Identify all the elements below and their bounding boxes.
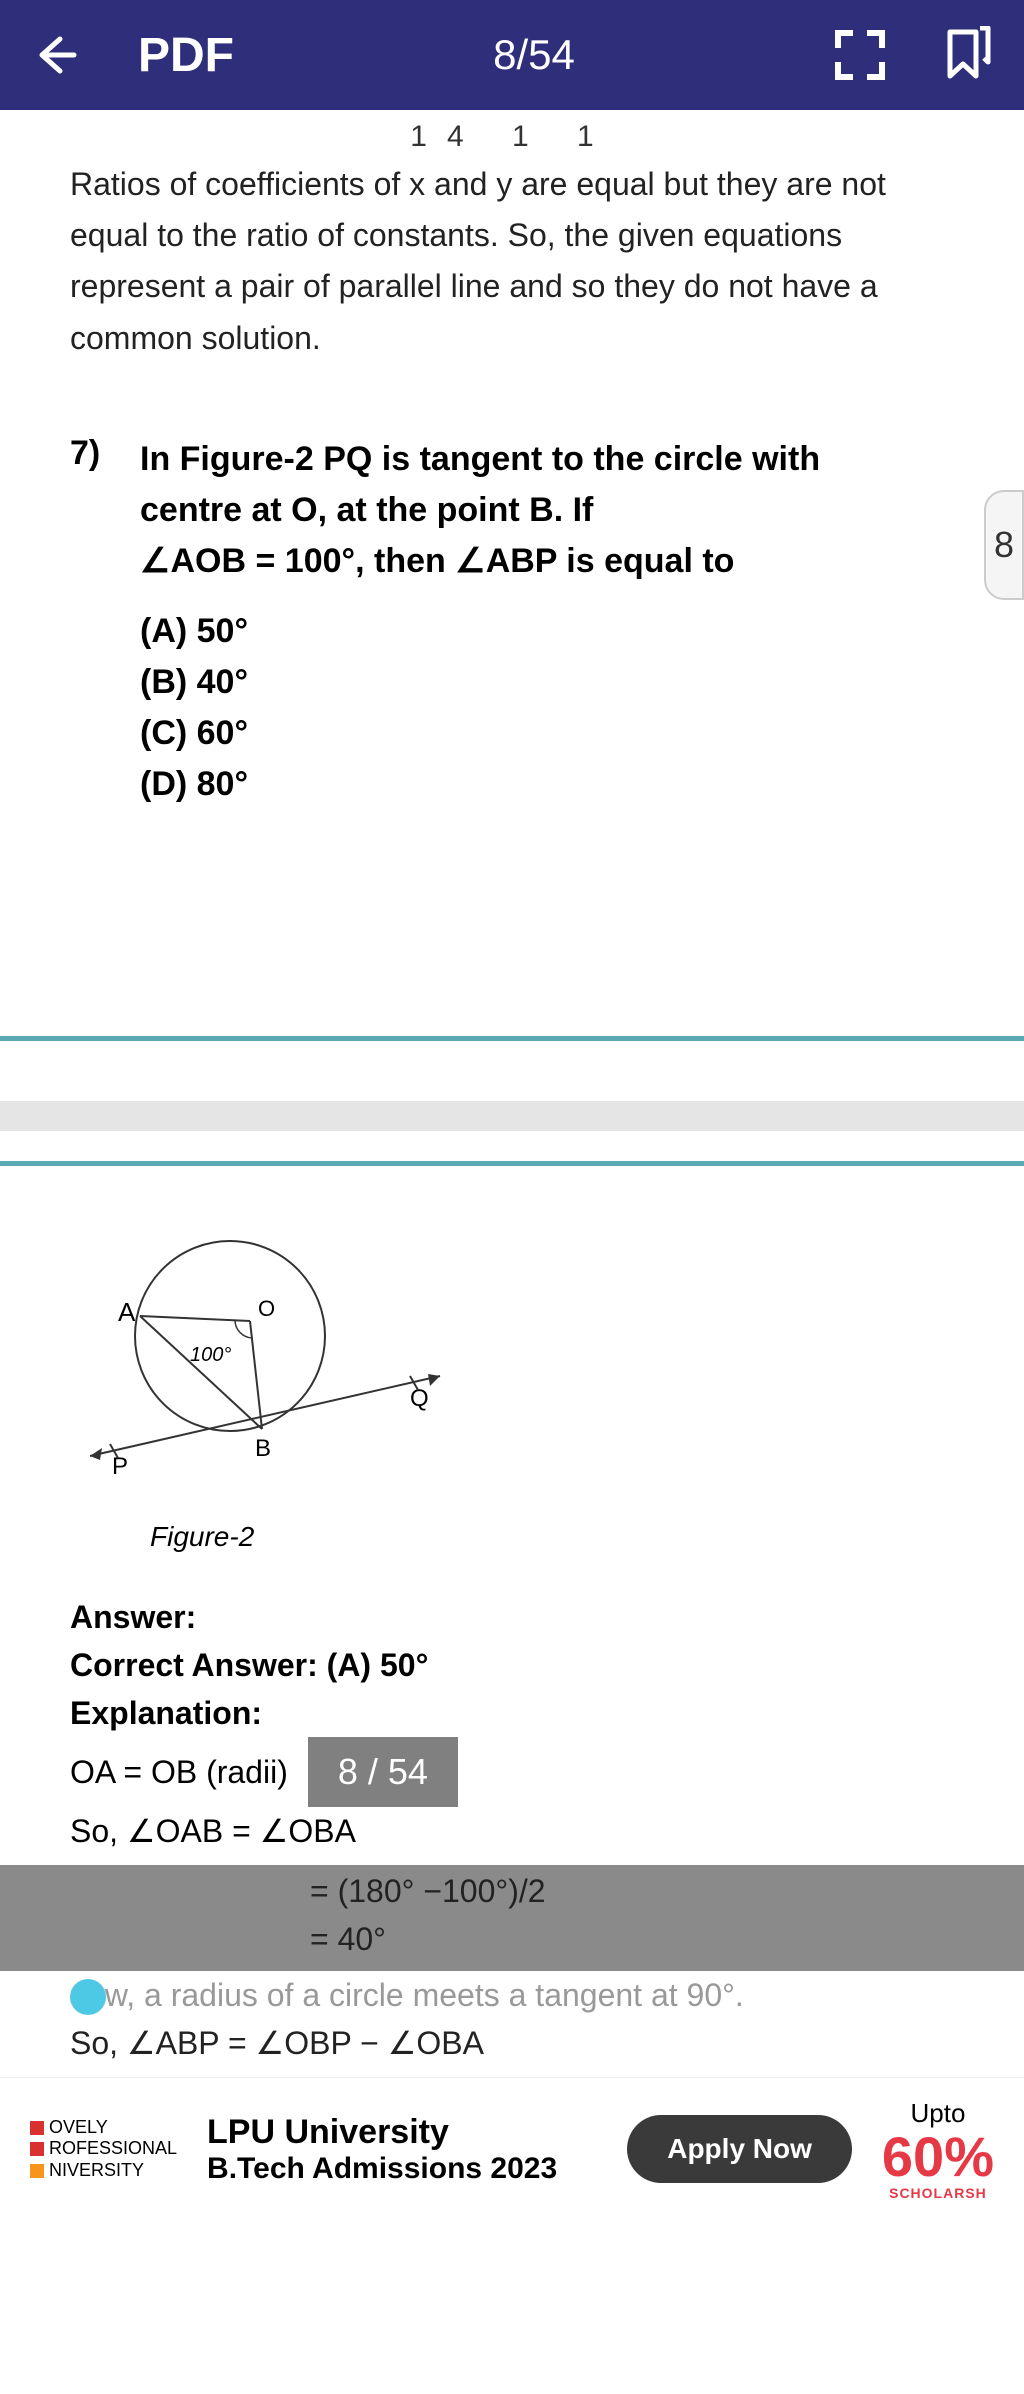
question-number: 7) — [70, 434, 120, 473]
label-Q: Q — [410, 1385, 429, 1412]
expl-line2: So, ∠OAB = ∠OBA — [70, 1807, 954, 1855]
label-P: P — [112, 1453, 128, 1480]
logo-red-square2 — [30, 2142, 44, 2156]
question-7: 7) In Figure-2 PQ is tangent to the circ… — [70, 434, 954, 816]
explanation-row1: OA = OB (radii) 8 / 54 — [70, 1737, 954, 1807]
expl-line5: w, a radius of a circle meets a tangent … — [105, 1977, 744, 2013]
explanation-label: Explanation: — [70, 1689, 954, 1737]
ad-text-block: LPU University B.Tech Admissions 2023 — [207, 2113, 597, 2186]
answer-section: Answer: Correct Answer: (A) 50° Explanat… — [0, 1563, 1024, 1865]
content-area: 14 1 1 Ratios of coefficients of x and y… — [0, 110, 1024, 836]
apply-now-button[interactable]: Apply Now — [627, 2115, 852, 2183]
question-body: In Figure-2 PQ is tangent to the circle … — [140, 434, 954, 816]
q-line2: centre at O, at the point B. If — [140, 491, 593, 529]
logo-l3: NIVERSITY — [49, 2160, 144, 2182]
q-line3: ∠AOB = 100°, then ∠ABP is equal to — [140, 542, 734, 580]
question-text: In Figure-2 PQ is tangent to the circle … — [140, 434, 954, 587]
option-c: (C) 60° — [140, 714, 954, 753]
side-badge[interactable]: 8 — [984, 490, 1024, 600]
expl-line1: OA = OB (radii) — [70, 1748, 288, 1796]
options-list: (A) 50° (B) 40° (C) 60° (D) 80° — [140, 612, 954, 804]
pdf-title: PDF — [138, 28, 234, 83]
footer-ad: OVELY ROFESSIONAL NIVERSITY LPU Universi… — [0, 2077, 1024, 2221]
upto-scholarship: SCHOLARSH — [882, 2185, 994, 2201]
side-badge-text: 8 — [994, 524, 1014, 566]
app-header: PDF 8/54 — [0, 0, 1024, 110]
header-right — [834, 26, 994, 84]
header-left: PDF — [30, 28, 234, 83]
lpu-logo: OVELY ROFESSIONAL NIVERSITY — [30, 2117, 177, 2182]
expl-line3: = (180° −100°)/2 — [70, 1867, 954, 1915]
figure-section: A O 100° B P Q Figure-2 — [0, 1166, 1024, 1563]
logo-red-square — [30, 2121, 44, 2135]
logo-orange-square — [30, 2164, 44, 2178]
option-a: (A) 50° — [140, 612, 954, 651]
figure-caption: Figure-2 — [150, 1521, 954, 1553]
correct-answer: Correct Answer: (A) 50° — [70, 1641, 954, 1689]
below-grey-section: w, a radius of a circle meets a tangent … — [0, 1971, 1024, 2077]
bookmark-icon[interactable] — [936, 26, 994, 84]
ad-title: LPU University — [207, 2113, 597, 2152]
grey-overlay-strip: = (180° −100°)/2 = 40° — [0, 1865, 1024, 1971]
figure-2-diagram: A O 100° B P Q — [70, 1226, 470, 1506]
logo-l1: OVELY — [49, 2117, 108, 2139]
option-b: (B) 40° — [140, 663, 954, 702]
page-counter: 8/54 — [493, 31, 575, 79]
fullscreen-icon[interactable] — [834, 29, 886, 81]
label-B: B — [255, 1435, 271, 1462]
upto-percent: 60% — [882, 2129, 994, 2185]
option-d: (D) 80° — [140, 765, 954, 804]
intro-paragraph: Ratios of coefficients of x and y are eq… — [70, 159, 954, 364]
blue-dot-icon[interactable] — [70, 1979, 106, 2015]
ad-subtitle: B.Tech Admissions 2023 — [207, 2152, 597, 2186]
label-A: A — [118, 1297, 136, 1327]
q-line1: In Figure-2 PQ is tangent to the circle … — [140, 440, 820, 478]
expl-line4: = 40° — [70, 1915, 954, 1963]
expl-line6: So, ∠ABP = ∠OBP − ∠OBA — [70, 2019, 954, 2067]
expl-line5-row: w, a radius of a circle meets a tangent … — [70, 1971, 954, 2019]
label-O: O — [258, 1296, 275, 1321]
back-icon[interactable] — [30, 31, 78, 79]
divider-grey — [0, 1101, 1024, 1131]
divider-section — [0, 1036, 1024, 1166]
page-badge-center[interactable]: 8 / 54 — [308, 1737, 458, 1807]
label-angle: 100° — [190, 1344, 231, 1366]
scholarship-block: Upto 60% SCHOLARSH — [882, 2098, 994, 2201]
logo-l2: ROFESSIONAL — [49, 2138, 177, 2160]
fraction-remnant: 14 1 1 — [70, 120, 954, 154]
answer-heading: Answer: — [70, 1593, 954, 1641]
